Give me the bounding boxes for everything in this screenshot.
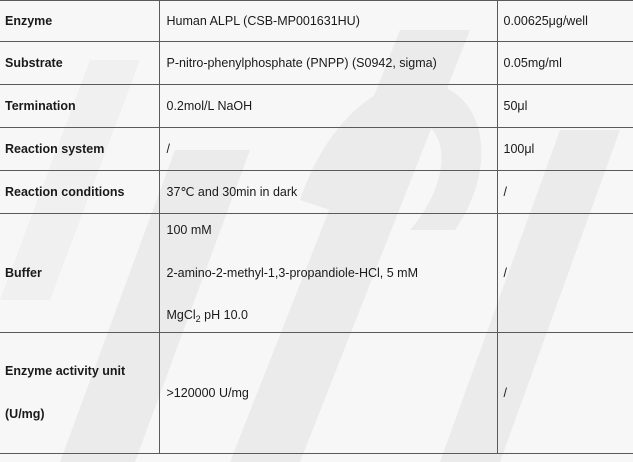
row-value-enzyme: Human ALPL (CSB-MP001631HU): [159, 0, 498, 42]
activity-label-line-1: Enzyme activity unit: [5, 364, 126, 379]
row-value-reaction-conditions: 37℃ and 30min in dark: [159, 170, 498, 214]
row-value-buffer: 100 mM 2-amino-2-methyl-1,3-propandiole-…: [159, 213, 498, 333]
table-row-enzyme: Enzyme Human ALPL (CSB-MP001631HU) 0.006…: [0, 0, 633, 42]
buffer-line-1: 100 mM: [166, 222, 212, 237]
table-row-termination: Termination 0.2mol/L NaOH 50μl: [0, 84, 633, 128]
row-label-buffer: Buffer: [0, 213, 160, 333]
row-label-substrate: Substrate: [0, 41, 160, 85]
activity-label-line-2: (U/mg): [5, 407, 45, 421]
row-amount-substrate: 0.05mg/ml: [497, 41, 633, 85]
buffer-line-3: MgCl2 pH 10.0: [167, 307, 497, 324]
table-row-reaction-system: Reaction system / 100μl: [0, 127, 633, 171]
row-amount-termination: 50μl: [497, 84, 633, 128]
table-row-substrate: Substrate P-nitro-phenylphosphate (PNPP)…: [0, 41, 633, 85]
row-value-substrate: P-nitro-phenylphosphate (PNPP) (S0942, s…: [159, 41, 498, 85]
row-label-reaction-conditions: Reaction conditions: [0, 170, 160, 214]
row-value-reaction-system: /: [159, 127, 498, 171]
buffer-formula-suffix: pH 10.0: [200, 308, 248, 323]
buffer-line-2: 2-amino-2-methyl-1,3-propandiole-HCl, 5 …: [166, 265, 418, 280]
row-label-termination: Termination: [0, 84, 160, 128]
row-value-termination: 0.2mol/L NaOH: [159, 84, 498, 128]
row-label-enzyme-activity-unit: Enzyme activity unit (U/mg): [0, 332, 160, 454]
row-amount-reaction-conditions: /: [497, 170, 633, 214]
row-value-enzyme-activity-unit: >120000 U/mg: [159, 332, 498, 454]
table-row-enzyme-activity-unit: Enzyme activity unit (U/mg) >120000 U/mg…: [0, 332, 633, 454]
row-amount-buffer: /: [497, 213, 633, 333]
buffer-formula-prefix: MgCl: [166, 308, 196, 323]
row-amount-reaction-system: 100μl: [497, 127, 633, 171]
table-row-buffer: Buffer 100 mM 2-amino-2-methyl-1,3-propa…: [0, 213, 633, 333]
row-label-reaction-system: Reaction system: [0, 127, 160, 171]
table-row-reaction-conditions: Reaction conditions 37℃ and 30min in dar…: [0, 170, 633, 214]
row-amount-enzyme: 0.00625μg/well: [497, 0, 633, 42]
row-label-enzyme: Enzyme: [0, 0, 160, 42]
buffer-formula-subscript: 2: [195, 314, 201, 325]
row-amount-enzyme-activity-unit: /: [497, 332, 633, 454]
